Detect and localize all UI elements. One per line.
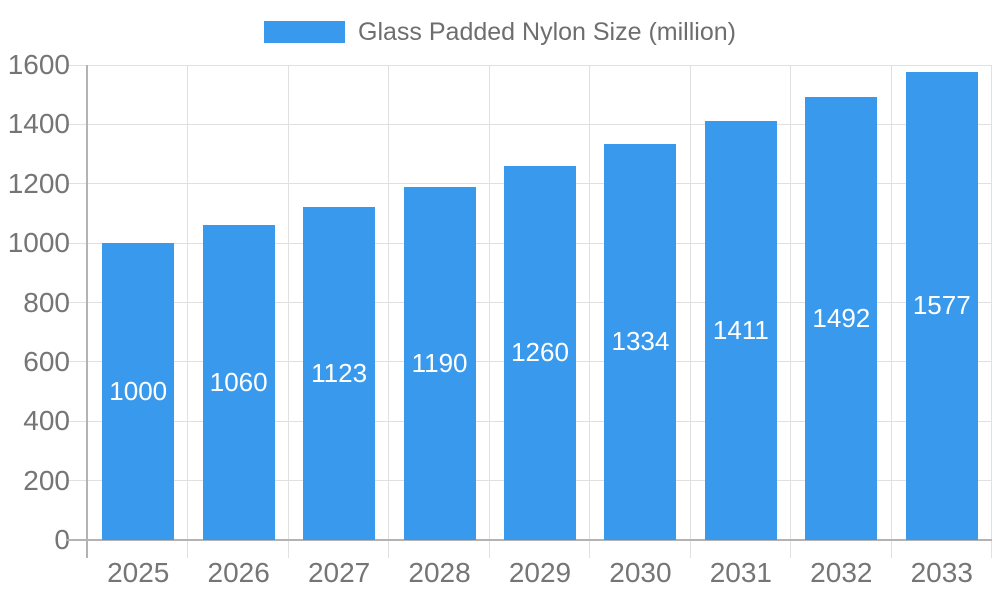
y-axis-tick-label: 1200: [7, 167, 70, 199]
bar[interactable]: 1123: [303, 206, 376, 540]
y-axis-tick-label: 200: [23, 464, 70, 496]
x-gridline: [489, 65, 490, 558]
y-axis-tick-label: 1400: [7, 108, 70, 140]
x-axis-tick-label: 2030: [609, 557, 672, 588]
bar[interactable]: 1492: [805, 97, 878, 540]
y-axis-tick-label: 1000: [7, 227, 70, 259]
bar[interactable]: 1260: [504, 165, 576, 540]
bar[interactable]: 1060: [202, 225, 275, 540]
x-axis-tick-label: 2031: [709, 557, 773, 588]
bar[interactable]: 1334: [604, 143, 677, 540]
x-axis-tick-label: 2026: [207, 557, 270, 588]
bar-value-label: 1000: [109, 376, 168, 407]
x-gridline: [690, 65, 691, 558]
x-axis-tick-label: 2032: [810, 557, 873, 588]
bar[interactable]: 1000: [102, 243, 175, 540]
legend-swatch: [264, 21, 346, 43]
x-axis-line: [66, 539, 992, 541]
y-axis-tick-label: 400: [23, 405, 70, 437]
x-axis-tick-label: 2029: [508, 557, 572, 588]
y-gridline: [66, 123, 992, 125]
bar-value-label: 1060: [209, 367, 268, 398]
y-axis-tick-label: 0: [54, 524, 70, 555]
y-axis-line: [86, 65, 88, 558]
bar-value-label: 1123: [311, 357, 368, 388]
y-axis-tick-label: 800: [23, 286, 70, 318]
bar-value-label: 1577: [912, 290, 971, 321]
x-gridline: [790, 65, 791, 558]
x-gridline: [991, 65, 992, 558]
x-gridline: [589, 65, 590, 558]
y-axis-tick-label: 1600: [7, 49, 70, 80]
x-axis-tick-label: 2028: [408, 557, 471, 588]
bar[interactable]: 1190: [403, 186, 476, 540]
y-gridline: [66, 64, 992, 66]
bar-value-label: 1260: [511, 337, 569, 368]
x-axis-tick-label: 2027: [307, 557, 371, 588]
bar-value-label: 1492: [812, 303, 871, 334]
x-gridline: [388, 65, 389, 558]
bar[interactable]: 1411: [704, 121, 777, 540]
bar-value-label: 1334: [611, 326, 670, 357]
legend[interactable]: Glass Padded Nylon Size (million): [0, 17, 1000, 46]
plot-area: 0 200 400 600 800 1000 1200 1400 1600 2025 1000 202…: [8, 49, 992, 588]
bar-value-label: 1411: [712, 315, 769, 346]
x-gridline: [288, 65, 289, 558]
x-axis-tick-label: 2025: [107, 557, 170, 588]
y-axis-tick-label: 600: [23, 345, 70, 377]
x-axis-tick-label: 2033: [910, 557, 973, 588]
legend-label: Glass Padded Nylon Size (million): [358, 17, 736, 46]
x-gridline: [891, 65, 892, 558]
x-gridline: [187, 65, 188, 558]
bar[interactable]: 1577: [905, 71, 978, 540]
bar-value-label: 1190: [411, 347, 468, 378]
